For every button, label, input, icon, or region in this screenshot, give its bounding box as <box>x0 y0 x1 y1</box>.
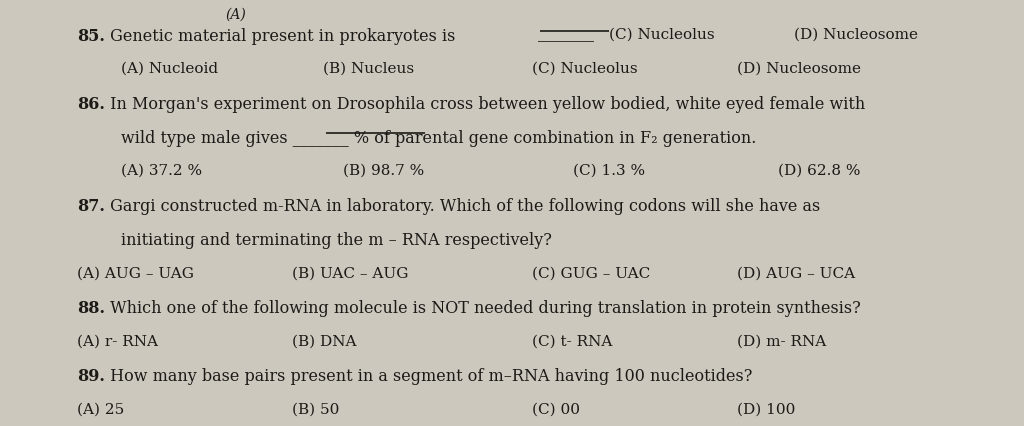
Text: (D) m- RNA: (D) m- RNA <box>737 334 826 348</box>
Text: 85.: 85. <box>77 28 104 45</box>
Text: (A) 37.2 %: (A) 37.2 % <box>121 164 202 178</box>
Text: (B) DNA: (B) DNA <box>292 334 356 348</box>
Text: (B) 50: (B) 50 <box>292 403 339 417</box>
Text: 86.: 86. <box>77 96 104 113</box>
Text: (B) UAC – AUG: (B) UAC – AUG <box>292 266 409 280</box>
Text: (A) Nucleoid: (A) Nucleoid <box>121 62 218 76</box>
Text: Gargi constructed m-RNA in laboratory. Which of the following codons will she ha: Gargi constructed m-RNA in laboratory. W… <box>104 198 820 215</box>
Text: Genetic material present in prokaryotes is: Genetic material present in prokaryotes … <box>104 28 455 45</box>
Text: (C) Nucleolus: (C) Nucleolus <box>609 28 715 42</box>
Text: (C) 1.3 %: (C) 1.3 % <box>573 164 645 178</box>
Text: (C) GUG – UAC: (C) GUG – UAC <box>532 266 650 280</box>
Text: (D) Nucleosome: (D) Nucleosome <box>737 62 861 76</box>
Text: (D) Nucleosome: (D) Nucleosome <box>794 28 918 42</box>
Text: (C) t- RNA: (C) t- RNA <box>532 334 612 348</box>
Text: (A) AUG – UAG: (A) AUG – UAG <box>77 266 194 280</box>
Text: 89.: 89. <box>77 368 104 386</box>
Text: (C) 00: (C) 00 <box>532 403 581 417</box>
Text: 88.: 88. <box>77 300 104 317</box>
Text: (D) AUG – UCA: (D) AUG – UCA <box>737 266 855 280</box>
Text: (A): (A) <box>225 8 246 22</box>
Text: (B) Nucleus: (B) Nucleus <box>323 62 414 76</box>
Text: 87.: 87. <box>77 198 104 215</box>
Text: (D) 100: (D) 100 <box>737 403 796 417</box>
Text: wild type male gives _______ % of parental gene combination in F₂ generation.: wild type male gives _______ % of parent… <box>121 130 756 147</box>
Text: (B) 98.7 %: (B) 98.7 % <box>343 164 424 178</box>
Text: (A) r- RNA: (A) r- RNA <box>77 334 158 348</box>
Text: initiating and terminating the m – RNA respectively?: initiating and terminating the m – RNA r… <box>121 232 552 249</box>
Text: _______: _______ <box>538 25 594 42</box>
Text: How many base pairs present in a segment of m–RNA having 100 nucleotides?: How many base pairs present in a segment… <box>104 368 752 386</box>
Text: (A) 25: (A) 25 <box>77 403 124 417</box>
Text: (D) 62.8 %: (D) 62.8 % <box>778 164 861 178</box>
Text: In Morgan's experiment on Drosophila cross between yellow bodied, white eyed fem: In Morgan's experiment on Drosophila cro… <box>104 96 865 113</box>
Text: (C) Nucleolus: (C) Nucleolus <box>532 62 638 76</box>
Text: Which one of the following molecule is NOT needed during translation in protein : Which one of the following molecule is N… <box>104 300 860 317</box>
